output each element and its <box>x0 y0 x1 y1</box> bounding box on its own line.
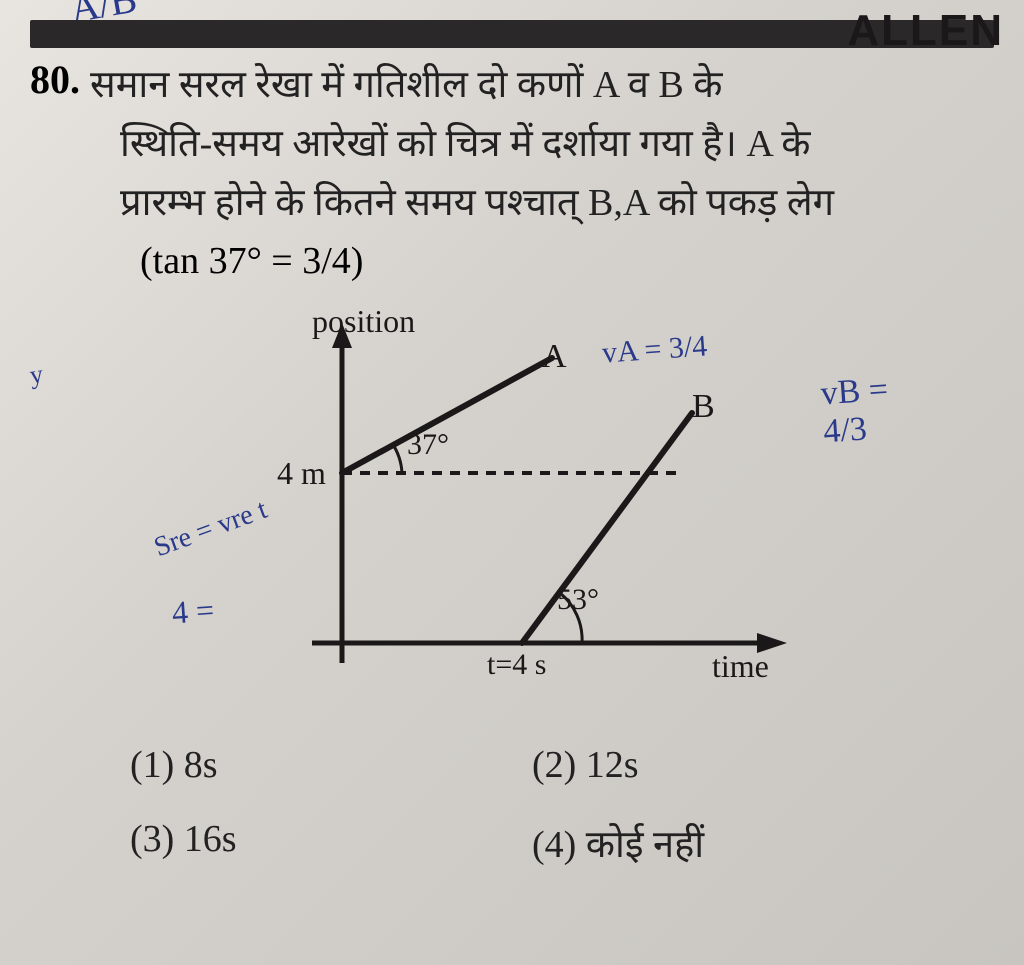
question-line-1: समान सरल रेखा में गतिशील दो कणों A व B क… <box>90 64 722 106</box>
point-a-label: A <box>542 338 567 376</box>
answer-options: (1) 8s (2) 12s (3) 16s (4) कोई नहीं <box>30 743 994 869</box>
axis-label-position: position <box>312 303 415 340</box>
question-number: 80. <box>30 56 80 103</box>
question-line-3: प्रारम्भ होने के कितने समय पश्चात् B,A क… <box>120 174 994 233</box>
option-3[interactable]: (3) 16s <box>130 817 532 869</box>
x-start-label: t=4 s <box>487 648 546 682</box>
y-intercept-label: 4 m <box>277 455 326 492</box>
given-formula: (tan 37° = 3/4) <box>140 239 994 283</box>
option-4[interactable]: (4) कोई नहीं <box>532 817 934 869</box>
pen-y-label: y <box>28 359 45 391</box>
position-time-diagram: vA = 3/4 vB = 4/3 Sre = vre t 4 = <box>132 303 892 723</box>
header-rule: ALLEN <box>30 20 994 48</box>
angle-b-label: 53° <box>557 583 599 617</box>
pen-note-vb: vB = 4/3 <box>819 370 894 451</box>
diagram-svg <box>252 303 812 703</box>
pen-note-four: 4 = <box>171 591 216 631</box>
exam-page: A/B ALLEN 80. समान सरल रेखा में गतिशील द… <box>0 0 1024 965</box>
question-block: 80. समान सरल रेखा में गतिशील दो कणों A व… <box>30 56 994 283</box>
point-b-label: B <box>692 388 715 426</box>
angle-a-label: 37° <box>407 428 449 462</box>
question-line-2: स्थिति-समय आरेखों को चित्र में दर्शाया ग… <box>120 115 994 174</box>
option-1[interactable]: (1) 8s <box>130 743 532 787</box>
brand-logo-text: ALLEN <box>847 6 1004 56</box>
axis-label-time: time <box>712 648 769 685</box>
option-2[interactable]: (2) 12s <box>532 743 934 787</box>
